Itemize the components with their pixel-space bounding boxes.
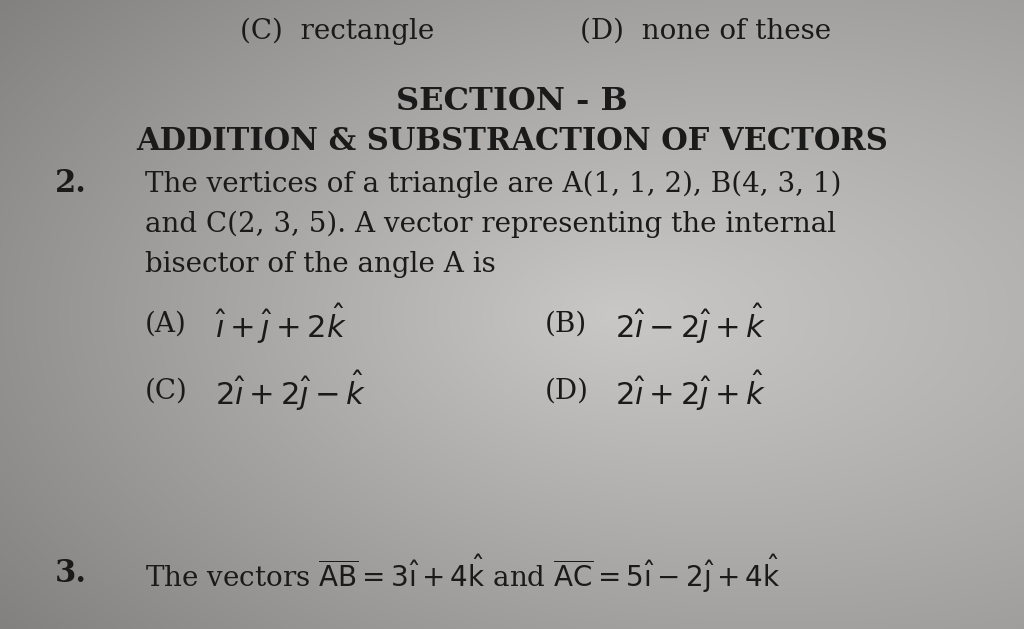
Text: (D)  none of these: (D) none of these [580, 18, 831, 45]
Text: $\hat{\imath}+\hat{\jmath}+2\hat{k}$: $\hat{\imath}+\hat{\jmath}+2\hat{k}$ [215, 302, 347, 346]
Text: The vertices of a triangle are A(1, 1, 2), B(4, 3, 1): The vertices of a triangle are A(1, 1, 2… [145, 170, 842, 198]
Text: 2.: 2. [55, 169, 87, 199]
Text: bisector of the angle A is: bisector of the angle A is [145, 250, 496, 277]
Text: and C(2, 3, 5). A vector representing the internal: and C(2, 3, 5). A vector representing th… [145, 210, 837, 238]
Text: $2\hat{\imath}-2\hat{\jmath}+\hat{k}$: $2\hat{\imath}-2\hat{\jmath}+\hat{k}$ [615, 302, 766, 346]
Text: $2\hat{\imath}+2\hat{\jmath}-\hat{k}$: $2\hat{\imath}+2\hat{\jmath}-\hat{k}$ [215, 369, 367, 413]
Text: (A): (A) [145, 311, 186, 338]
Text: (D): (D) [545, 377, 589, 404]
Text: ADDITION & SUBSTRACTION OF VECTORS: ADDITION & SUBSTRACTION OF VECTORS [136, 126, 888, 157]
Text: 3.: 3. [55, 559, 87, 589]
Text: The vectors $\overline{\rm AB}=3\hat{\imath}+4\hat{k}$ and $\overline{\rm AC}=5\: The vectors $\overline{\rm AB}=3\hat{\im… [145, 552, 780, 596]
Text: SECTION - B: SECTION - B [396, 86, 628, 116]
Text: $2\hat{\imath}+2\hat{\jmath}+\hat{k}$: $2\hat{\imath}+2\hat{\jmath}+\hat{k}$ [615, 369, 766, 413]
Text: (B): (B) [545, 311, 587, 338]
Text: (C): (C) [145, 377, 187, 404]
Text: (C)  rectangle: (C) rectangle [240, 18, 434, 45]
